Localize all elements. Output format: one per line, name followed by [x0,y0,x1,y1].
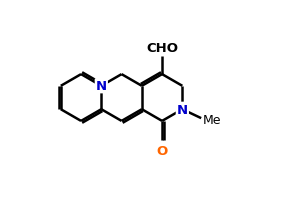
Text: O: O [156,144,168,157]
Text: N: N [96,80,107,93]
Text: CHO: CHO [146,42,178,55]
Text: Me: Me [203,113,221,126]
Text: N: N [177,103,188,116]
